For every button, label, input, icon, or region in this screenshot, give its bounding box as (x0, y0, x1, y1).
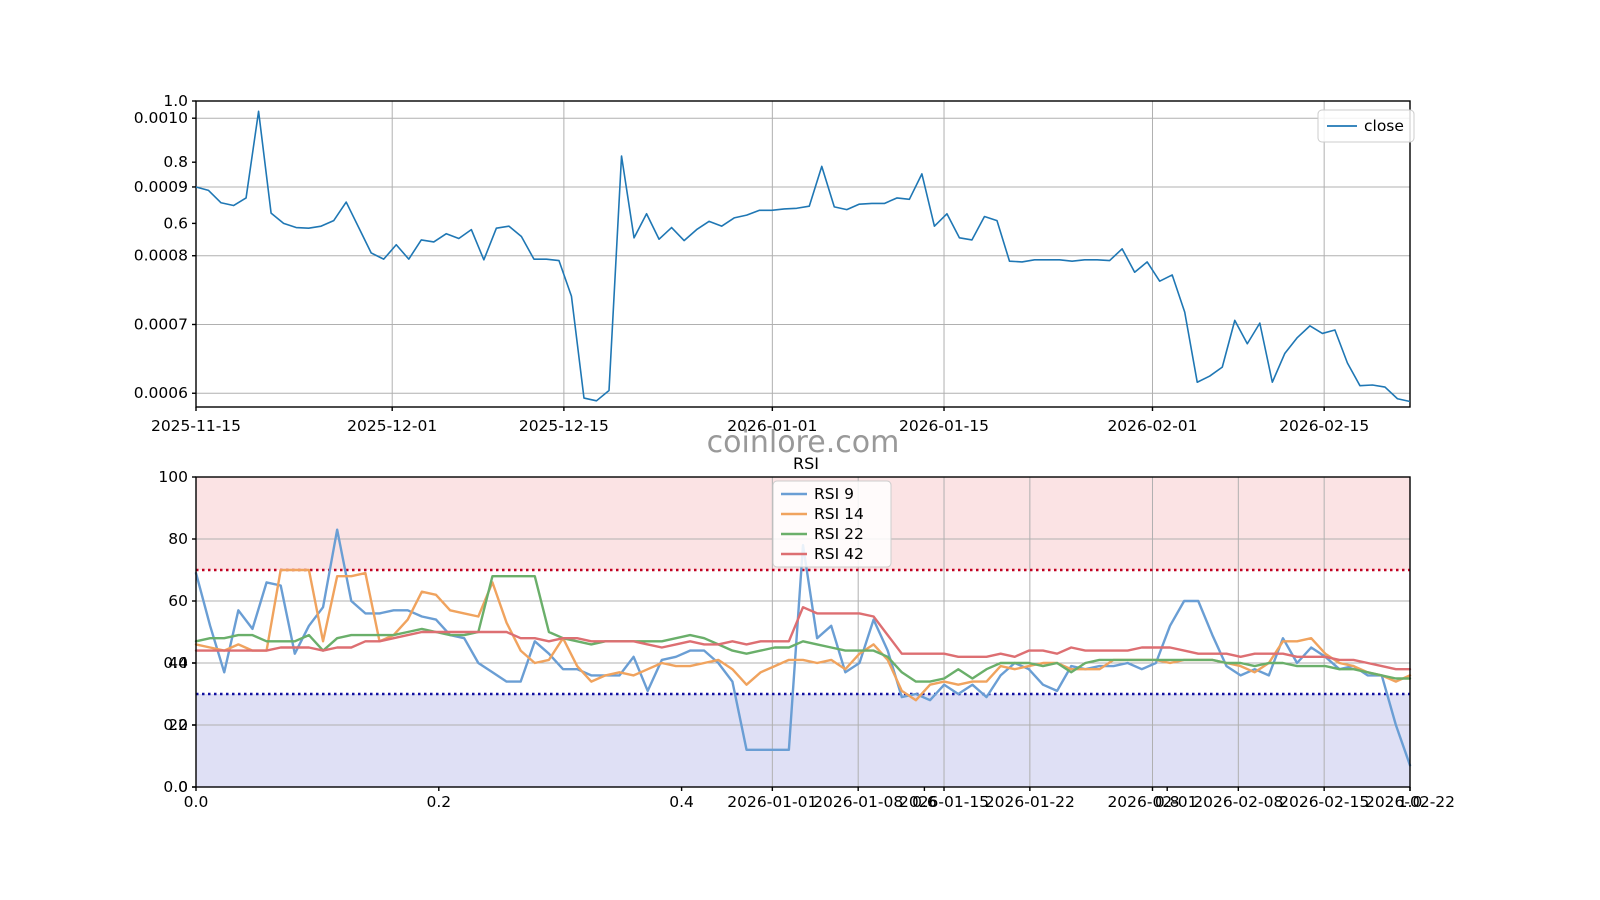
rsi-ytick-secondary-label: 0.2 (163, 716, 188, 734)
price-xtick-label: 2026-02-01 (1107, 417, 1197, 435)
rsi-xtick-secondary-label: 0.0 (184, 793, 209, 811)
rsi-xtick-secondary-label: 0.8 (1155, 793, 1180, 811)
price-legend-label: close (1364, 117, 1404, 135)
rsi-ytick-label: 0 (178, 778, 188, 796)
price-xtick-label: 2026-02-15 (1279, 417, 1369, 435)
rsi-xtick-secondary-label: 0.2 (426, 793, 451, 811)
price-chart-panel: 0.0010 0.0009 0.0008 0.0007 0.0006 1.0 0.8 0.6 2… (134, 92, 1415, 435)
rsi-title: RSI (793, 454, 819, 473)
rsi-xtick-label: 2026-02-22 (1365, 793, 1455, 811)
price-xtick-label: 2025-11-15 (151, 417, 241, 435)
price-ytick-secondary-label: 0.6 (163, 214, 188, 232)
price-ytick-secondary-label: 0.8 (163, 153, 188, 171)
rsi-legend[interactable]: RSI 9 RSI 14 RSI 22 RSI 42 (772, 480, 892, 568)
rsi-xtick-label: 2026-01-08 (813, 793, 903, 811)
rsi-xtick-label: 2026-02-15 (1279, 793, 1369, 811)
rsi-ytick-secondary-label: 0.4 (163, 654, 188, 672)
rsi-legend-label-1: RSI 14 (814, 505, 864, 523)
rsi-ytick-label: 80 (168, 530, 188, 548)
price-xtick-label: 2025-12-01 (347, 417, 437, 435)
price-ytick-label: 0.0007 (134, 315, 188, 333)
rsi-ytick-secondary-label: 0.0 (163, 778, 188, 796)
rsi-line-series-2 (194, 575, 1412, 683)
price-axes-frame (195, 100, 1411, 408)
price-ytick-secondary-label: 1.0 (163, 92, 188, 110)
price-ytick-label: 0.0006 (134, 384, 188, 402)
rsi-legend-label-3: RSI 42 (814, 545, 864, 563)
rsi-legend-label-2: RSI 22 (814, 525, 864, 543)
rsi-ytick-label: 20 (168, 716, 188, 734)
rsi-band (196, 694, 1410, 787)
price-legend-box (1317, 109, 1415, 143)
price-xtick-label: 2025-12-15 (519, 417, 609, 435)
rsi-xtick-label: 2026-02-01 (1107, 793, 1197, 811)
price-legend[interactable]: close (1317, 109, 1415, 143)
watermark-coinlore: coinlore.com (707, 425, 900, 460)
rsi-xtick-label: 2026-01-01 (727, 793, 817, 811)
rsi-line-series-3 (194, 606, 1412, 671)
rsi-legend-label-0: RSI 9 (814, 485, 854, 503)
rsi-xtick-secondary-label: 0.4 (669, 793, 694, 811)
close-line-series (195, 110, 1411, 403)
rsi-xtick-label: 2026-01-15 (899, 793, 989, 811)
price-ytick-label: 0.0009 (134, 178, 188, 196)
rsi-xtick-secondary-label: 0.6 (912, 793, 937, 811)
price-ytick-label: 0.0008 (134, 247, 188, 265)
rsi-ytick-label: 60 (168, 592, 188, 610)
rsi-xtick-label: 2026-02-08 (1193, 793, 1283, 811)
rsi-xtick-label: 2026-01-22 (985, 793, 1075, 811)
rsi-ytick-label: 100 (158, 468, 188, 486)
rsi-axes-frame (195, 476, 1411, 788)
price-xtick-label: 2026-01-01 (727, 417, 817, 435)
rsi-xtick-secondary-label: 1.0 (1398, 793, 1423, 811)
rsi-chart-panel: 100 80 60 40 20 0 0.4 0.2 0.0 2026-01-012026-01-0… (158, 454, 1455, 811)
rsi-legend-box (772, 480, 892, 568)
price-xtick-label: 2026-01-15 (899, 417, 989, 435)
rsi-ytick-label: 40 (168, 654, 188, 672)
price-ytick-label: 0.0010 (134, 109, 188, 127)
